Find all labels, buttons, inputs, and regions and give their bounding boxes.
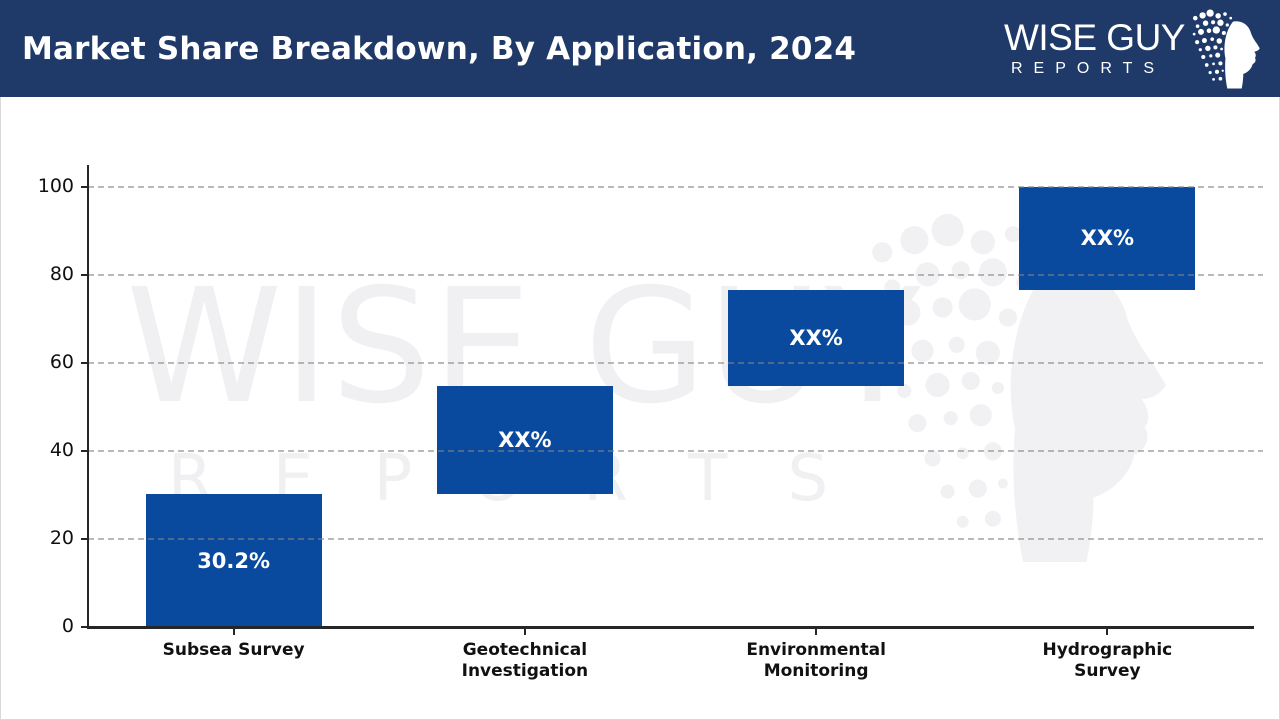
bar-environmental-monitoring (728, 289, 905, 387)
gridline-60 (88, 362, 1263, 364)
y-tick-label-20: 20 (49, 527, 74, 549)
x-tick-1 (232, 628, 235, 635)
y-tick-40 (81, 450, 88, 452)
bar-value-label-2: XX% (498, 428, 552, 453)
x-axis-label-4: Hydrographic Survey (1042, 640, 1173, 681)
y-tick-label-100: 100 (37, 175, 74, 197)
wiseguy-logo: WISE GUY REPORTS (1004, 9, 1262, 89)
y-tick-label-0: 0 (61, 615, 74, 637)
bar-value-label-3: XX% (789, 326, 843, 351)
x-tick-3 (815, 628, 818, 635)
gridline-80 (88, 274, 1263, 276)
bar-value-label-4: XX% (1080, 226, 1135, 251)
chart-area: WISE GUY R E P O R T S 02040608010030.2%… (0, 97, 1280, 720)
bar-hydrographic-survey (1019, 187, 1196, 290)
y-tick-label-80: 80 (49, 263, 74, 285)
wiseguy-face-icon (1188, 9, 1262, 89)
y-tick-100 (81, 186, 88, 188)
y-axis-line (86, 165, 89, 629)
page-title: Market Share Breakdown, By Application, … (22, 30, 857, 67)
header-bar: Market Share Breakdown, By Application, … (0, 0, 1280, 97)
y-tick-label-60: 60 (49, 351, 74, 373)
gridline-40 (88, 450, 1263, 452)
x-tick-4 (1106, 628, 1109, 635)
gridline-100 (88, 186, 1263, 188)
logo-wordmark: WISE GUY (1003, 17, 1186, 58)
gridline-20 (88, 538, 1263, 540)
bar-value-label-1: 30.2% (197, 548, 271, 573)
x-axis-label-1: Subsea Survey (162, 640, 305, 660)
x-axis-label-2: Geotechnical Investigation (461, 640, 589, 681)
y-tick-60 (81, 362, 88, 364)
x-axis-label-3: Environmental Monitoring (746, 640, 886, 681)
x-axis-line (86, 626, 1254, 629)
y-tick-0 (81, 626, 88, 628)
x-tick-2 (523, 628, 526, 635)
y-tick-80 (81, 274, 88, 276)
bar-subsea-survey (145, 494, 322, 627)
bar-geotechnical-investigation (436, 386, 613, 495)
y-tick-label-40: 40 (49, 439, 74, 461)
logo-subtitle: REPORTS (1010, 60, 1166, 77)
y-tick-20 (81, 538, 88, 540)
